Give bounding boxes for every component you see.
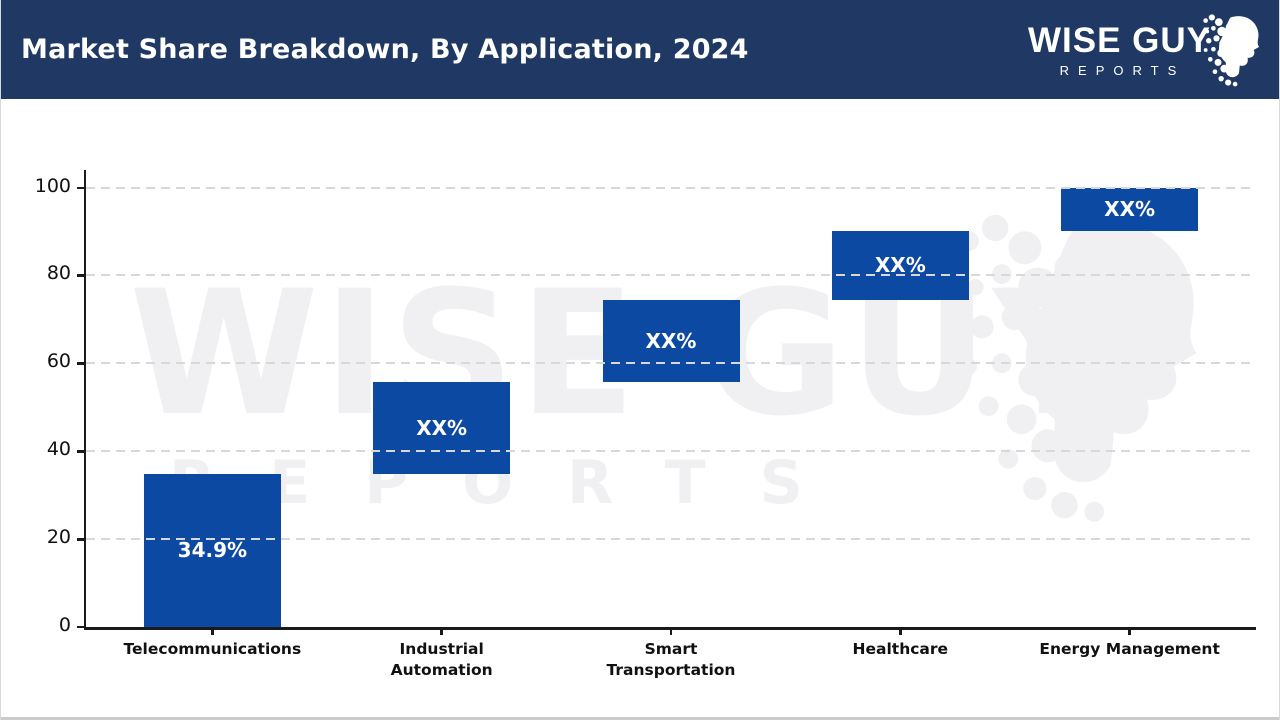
y-tick-label: 60 [46, 350, 71, 373]
wiseguy-logo: WISE GUY REPORTS [1028, 8, 1263, 92]
bar-segment [602, 300, 740, 382]
grid-line [86, 274, 1256, 277]
y-tick-mark [77, 362, 86, 365]
grid-line [86, 538, 1256, 541]
y-tick-mark [77, 538, 86, 541]
x-tick-mark [899, 627, 902, 635]
y-tick-mark [77, 626, 86, 629]
bar-value-label: XX% [416, 415, 468, 440]
y-tick-mark [77, 450, 86, 453]
logo-subtext: REPORTS [1059, 63, 1186, 78]
bar-value-label: XX% [1104, 197, 1156, 222]
bar-segment [831, 230, 969, 301]
x-category-label: Healthcare [852, 640, 949, 658]
x-category-label: Smart Transportation [606, 640, 736, 679]
header-bar: Market Share Breakdown, By Application, … [1, 0, 1279, 99]
y-axis-line [83, 170, 86, 630]
logo-face-icon [1203, 14, 1260, 87]
bar-value-label: XX% [645, 328, 697, 353]
bar-value-label: XX% [874, 253, 926, 278]
footer-divider [1, 717, 1279, 720]
x-category-label: Telecommunications [123, 640, 302, 658]
bar-segment [143, 473, 281, 627]
y-tick-label: 80 [46, 262, 71, 285]
y-tick-label: 20 [46, 526, 71, 549]
x-category-label: Industrial Automation [390, 640, 493, 679]
x-tick-mark [669, 627, 673, 635]
grid-line [86, 186, 1256, 189]
bar-segment [1061, 187, 1199, 231]
x-category-label: Energy Management [1039, 640, 1220, 658]
page-title: Market Share Breakdown, By Application, … [21, 34, 749, 65]
watermark-face-icon [958, 214, 1197, 522]
logo-text: WISE GUY REPORTS [1027, 21, 1211, 79]
x-tick-mark [440, 627, 443, 635]
y-tick-mark [77, 274, 86, 277]
x-axis-line [83, 627, 1256, 630]
logo-wordmark: WISE GUY [1027, 21, 1211, 60]
bar-segment [373, 381, 511, 474]
y-tick-label: 0 [58, 614, 71, 636]
grid-line [86, 362, 1256, 365]
x-tick-mark [211, 627, 214, 635]
grid-line [86, 450, 1256, 453]
bar-value-label: 34.9% [177, 538, 248, 563]
y-tick-label: 100 [34, 174, 71, 197]
y-tick-label: 40 [46, 438, 71, 461]
y-tick-mark [77, 186, 86, 189]
x-tick-mark [1128, 627, 1131, 635]
